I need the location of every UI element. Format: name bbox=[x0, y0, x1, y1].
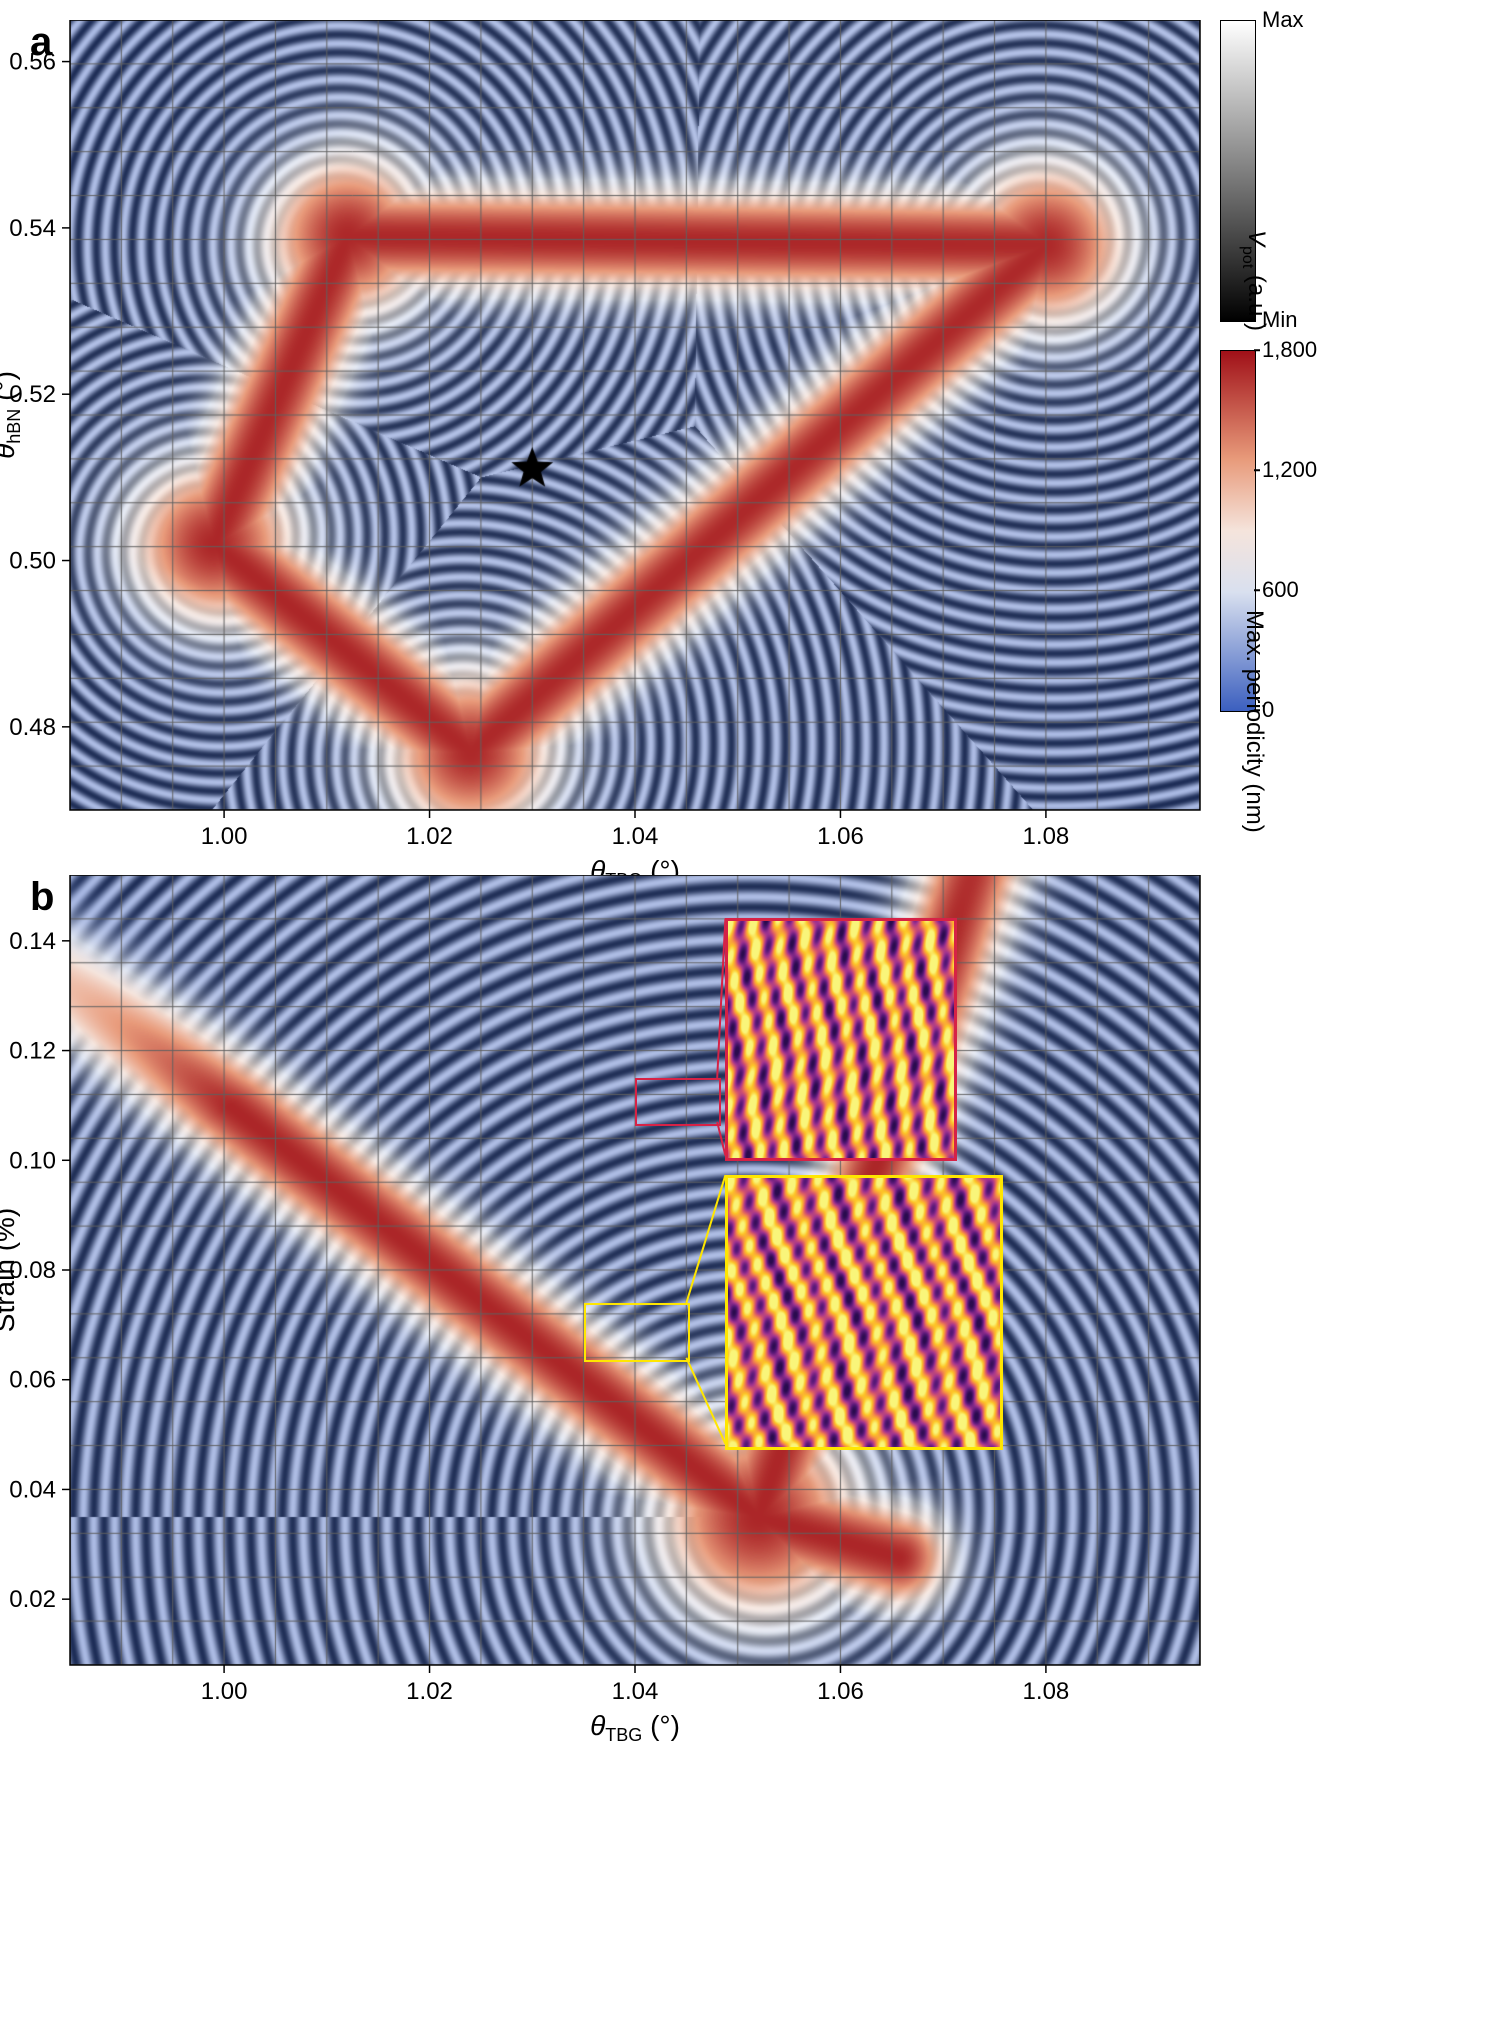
y-tick-label: 0.56 bbox=[9, 49, 56, 76]
y-tick-label: 0.48 bbox=[9, 714, 56, 741]
colorbar-periodicity-tick: 1,200 bbox=[1254, 457, 1317, 483]
x-tick-label: 1.00 bbox=[201, 1678, 248, 1705]
x-tick-label: 1.02 bbox=[406, 823, 453, 850]
y-tick-label: 0.10 bbox=[9, 1147, 56, 1174]
panel-a-row: a 1.001.021.041.061.080.480.500.520.540.… bbox=[30, 20, 1471, 815]
inset-yellow-source-box bbox=[584, 1303, 691, 1362]
x-axis-label: θTBG (°) bbox=[590, 1710, 680, 1745]
figure-root: a 1.001.021.041.061.080.480.500.520.540.… bbox=[0, 0, 1501, 1710]
panel-a-plot-container: 1.001.021.041.061.080.480.500.520.540.56… bbox=[70, 20, 1200, 815]
panel-b-row: b 1.001.021.041.061.080.020.040.060.080.… bbox=[30, 875, 1471, 1670]
colorbar-periodicity-label: Max. periodicity (nm) bbox=[1240, 530, 1268, 833]
x-tick-label: 1.08 bbox=[1023, 1678, 1070, 1705]
x-tick-label: 1.08 bbox=[1023, 823, 1070, 850]
inset-red-source-box bbox=[635, 1078, 721, 1126]
y-tick-label: 0.04 bbox=[9, 1476, 56, 1503]
y-tick-label: 0.54 bbox=[9, 215, 56, 242]
x-tick-label: 1.06 bbox=[817, 1678, 864, 1705]
x-tick-label: 1.02 bbox=[406, 1678, 453, 1705]
y-tick-label: 0.06 bbox=[9, 1367, 56, 1394]
y-tick-label: 0.12 bbox=[9, 1038, 56, 1065]
inset-red bbox=[725, 918, 957, 1161]
y-tick-label: 0.14 bbox=[9, 928, 56, 955]
colorbars: Max Min Vpot (a.u.) 06001,2001,800 Max. … bbox=[1220, 20, 1254, 710]
colorbar-vpot-max: Max bbox=[1254, 7, 1304, 33]
colorbar-vpot-label: Vpot (a.u.) bbox=[1238, 170, 1270, 331]
x-tick-label: 1.04 bbox=[612, 1678, 659, 1705]
y-tick-label: 0.02 bbox=[9, 1586, 56, 1613]
colorbar-vpot: Max Min Vpot (a.u.) bbox=[1220, 20, 1254, 320]
panel-a-axes: 1.001.021.041.061.080.480.500.520.540.56… bbox=[0, 20, 1220, 890]
colorbar-periodicity-tick: 1,800 bbox=[1254, 337, 1317, 363]
y-axis-label: Strain (%) bbox=[0, 1208, 20, 1332]
x-tick-label: 1.06 bbox=[817, 823, 864, 850]
colorbar-periodicity: 06001,2001,800 Max. periodicity (nm) bbox=[1220, 350, 1254, 710]
inset-yellow bbox=[725, 1175, 1002, 1450]
x-tick-label: 1.04 bbox=[612, 823, 659, 850]
x-tick-label: 1.00 bbox=[201, 823, 248, 850]
panel-b-plot-container: 1.001.021.041.061.080.020.040.060.080.10… bbox=[70, 875, 1200, 1670]
y-tick-label: 0.50 bbox=[9, 548, 56, 575]
